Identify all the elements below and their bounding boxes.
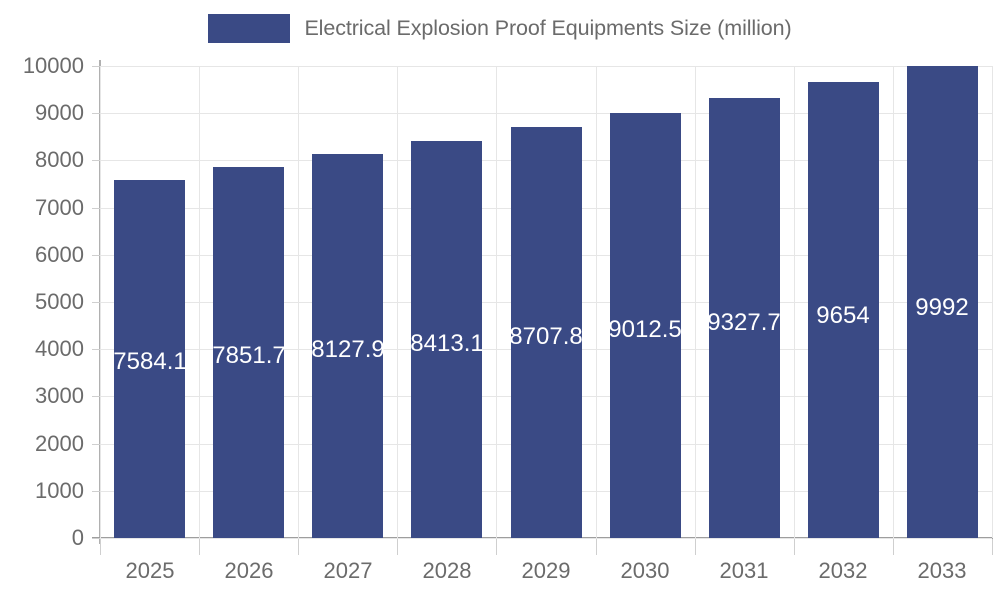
gridline-vertical xyxy=(496,66,497,538)
y-tick-label: 2000 xyxy=(35,431,84,456)
x-tick-mark xyxy=(496,539,497,555)
x-tick-label: 2029 xyxy=(521,558,571,583)
y-tick-mark xyxy=(92,538,100,539)
gridline-horizontal xyxy=(100,113,992,114)
x-tick-label: 2031 xyxy=(719,558,769,583)
bar-value-label: 8127.9 xyxy=(311,336,385,363)
y-tick-mark xyxy=(92,208,100,209)
gridline-vertical xyxy=(794,66,795,538)
y-tick-label: 6000 xyxy=(35,242,84,267)
x-tick-mark xyxy=(100,539,101,555)
bar-value-label: 7584.1 xyxy=(113,348,187,375)
bar[interactable] xyxy=(709,98,780,538)
chart-legend: Electrical Explosion Proof Equipments Si… xyxy=(0,0,1000,56)
x-tick-mark xyxy=(596,539,597,555)
x-tick-mark xyxy=(199,539,200,555)
legend-label: Electrical Explosion Proof Equipments Si… xyxy=(304,15,792,40)
x-tick-label: 2027 xyxy=(323,558,373,583)
y-tick-mark xyxy=(92,302,100,303)
bar[interactable] xyxy=(114,180,185,538)
y-tick-label: 5000 xyxy=(35,289,84,314)
gridline-vertical xyxy=(100,66,101,538)
y-tick-mark xyxy=(92,444,100,445)
x-tick-label: 2028 xyxy=(422,558,472,583)
bar-value-label: 9654 xyxy=(816,302,870,329)
bar-value-label: 8707.8 xyxy=(509,323,583,350)
bar[interactable] xyxy=(907,66,978,538)
y-tick-label: 9000 xyxy=(35,100,84,125)
x-tick-label: 2026 xyxy=(224,558,274,583)
gridline-horizontal xyxy=(100,538,992,539)
plot-area: 7584.1 7851.7 8127.9 8413.1 8707.8 9012.5 9327… xyxy=(100,66,993,539)
bar-value-label: 7851.7 xyxy=(212,342,286,369)
y-tick-label: 1000 xyxy=(35,478,84,503)
bar[interactable] xyxy=(511,127,582,538)
bar-value-label: 8413.1 xyxy=(410,330,484,357)
x-tick-label: 2032 xyxy=(818,558,868,583)
x-tick-mark xyxy=(298,539,299,555)
gridline-vertical xyxy=(695,66,696,538)
x-tick-label: 2025 xyxy=(125,558,175,583)
gridline-vertical xyxy=(298,66,299,538)
y-tick-label: 4000 xyxy=(35,336,84,361)
gridline-vertical xyxy=(596,66,597,538)
y-tick-mark xyxy=(92,396,100,397)
y-tick-mark xyxy=(92,66,100,67)
x-tick-label: 2033 xyxy=(917,558,967,583)
bar[interactable] xyxy=(808,82,879,538)
x-tick-mark xyxy=(397,539,398,555)
bar-value-label: 9992 xyxy=(915,294,969,321)
bar[interactable] xyxy=(610,113,681,538)
x-tick-mark xyxy=(695,539,696,555)
y-tick-mark xyxy=(92,160,100,161)
x-tick-mark xyxy=(992,539,993,555)
y-tick-label: 7000 xyxy=(35,195,84,220)
bar[interactable] xyxy=(411,141,482,538)
x-tick-mark xyxy=(893,539,894,555)
y-tick-mark xyxy=(92,349,100,350)
x-tick-mark xyxy=(794,539,795,555)
y-tick-label: 10000 xyxy=(22,53,84,78)
legend-color-swatch xyxy=(208,13,291,43)
gridline-vertical xyxy=(992,66,993,538)
y-tick-mark xyxy=(92,113,100,114)
gridline-vertical xyxy=(199,66,200,538)
y-tick-label: 8000 xyxy=(35,147,84,172)
gridline-vertical xyxy=(893,66,894,538)
bar-value-label: 9012.5 xyxy=(608,316,682,343)
bar-value-label: 9327.7 xyxy=(707,309,781,336)
y-tick-label: 0 xyxy=(71,525,84,550)
bar[interactable] xyxy=(312,154,383,538)
y-tick-mark xyxy=(92,491,100,492)
y-tick-label: 3000 xyxy=(35,383,84,408)
gridline-vertical xyxy=(397,66,398,538)
gridline-horizontal xyxy=(100,66,992,67)
y-tick-mark xyxy=(92,255,100,256)
x-tick-label: 2030 xyxy=(620,558,670,583)
bar[interactable] xyxy=(213,167,284,538)
